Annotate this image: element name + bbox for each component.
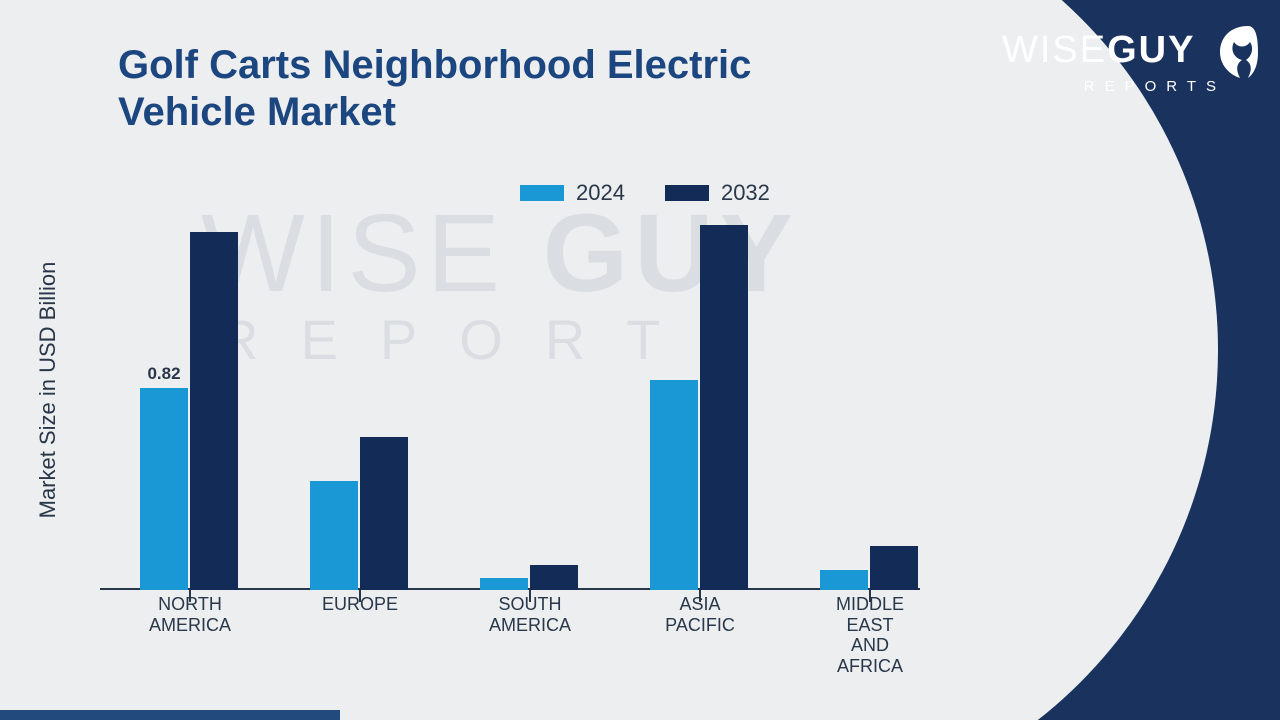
legend: 2024 2032 <box>520 180 770 206</box>
brand-word-2: GUY <box>1107 29 1195 71</box>
legend-swatch-2024 <box>520 185 564 201</box>
bottom-accent-bar <box>0 710 340 720</box>
brand-logo: WISEGUY REPORTS <box>980 24 1260 95</box>
bar-2032 <box>870 546 918 590</box>
category-labels: NORTHAMERICA EUROPE SOUTHAMERICA ASIAPACIFI… <box>100 590 920 710</box>
legend-item-2024: 2024 <box>520 180 625 206</box>
brand-word-1: WISE <box>1002 29 1107 71</box>
legend-swatch-2032 <box>665 185 709 201</box>
bar-2024 <box>820 570 868 590</box>
bar-2024 <box>650 380 698 590</box>
legend-label-2032: 2032 <box>721 180 770 206</box>
category-label: MIDDLEEASTANDAFRICA <box>800 594 940 677</box>
y-axis-label: Market Size in USD Billion <box>35 262 61 519</box>
category-label: ASIAPACIFIC <box>630 594 770 635</box>
chart-title: Golf Carts Neighborhood Electric Vehicle… <box>118 42 818 136</box>
category-label: NORTHAMERICA <box>120 594 260 635</box>
brand-head-icon <box>1212 24 1260 80</box>
bar-2032 <box>530 565 578 590</box>
chart-plot: 0.82 <box>100 220 920 590</box>
legend-label-2024: 2024 <box>576 180 625 206</box>
bar-2024 <box>140 388 188 590</box>
value-label: 0.82 <box>134 364 194 384</box>
bar-2032 <box>360 437 408 590</box>
category-label: SOUTHAMERICA <box>460 594 600 635</box>
legend-item-2032: 2032 <box>665 180 770 206</box>
brand-subline: REPORTS <box>980 78 1260 95</box>
bar-2032 <box>190 232 238 590</box>
category-label: EUROPE <box>290 594 430 615</box>
bar-2024 <box>310 481 358 590</box>
bar-2032 <box>700 225 748 590</box>
bar-2024 <box>480 578 528 590</box>
